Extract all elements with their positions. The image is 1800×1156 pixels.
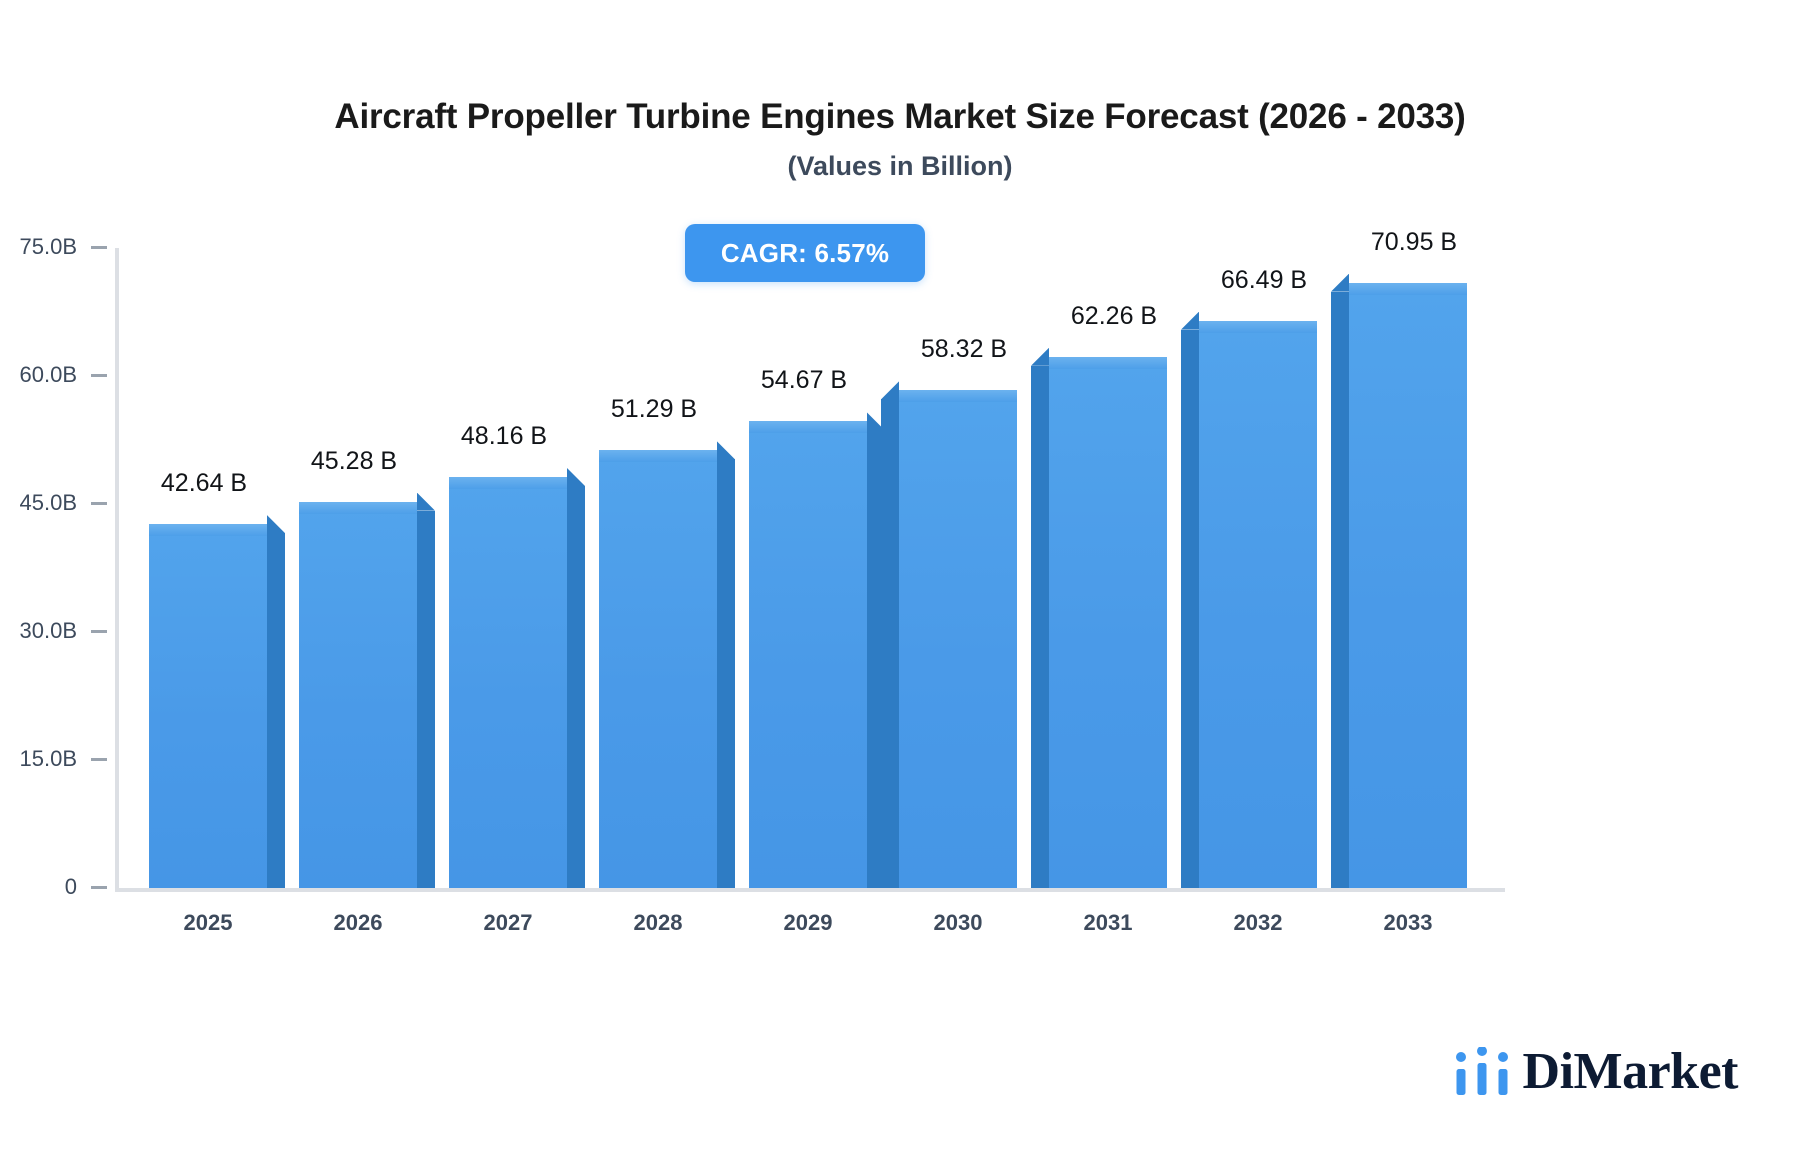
bar xyxy=(599,441,735,888)
bar xyxy=(299,492,435,888)
bar-value-label: 66.49 B xyxy=(1220,265,1308,294)
bar-side-face xyxy=(867,430,885,888)
y-axis-tick-mark xyxy=(91,374,107,377)
y-axis-tick-mark xyxy=(91,886,107,889)
y-axis-tick-mark xyxy=(91,246,107,249)
bar-value-label: 54.67 B xyxy=(760,366,848,395)
x-axis-label: 2030 xyxy=(933,910,983,935)
y-axis-line xyxy=(115,248,119,888)
plot-area: 0 15.0B 30.0B 45.0B 60.0B 75.0B 42.64 B 45.28 … xyxy=(20,229,1505,897)
y-axis-tick: 0 xyxy=(0,875,107,897)
brand-logo: DiMarket xyxy=(1455,1043,1739,1100)
bar-top-highlight xyxy=(749,421,867,434)
bar-top-face xyxy=(567,468,585,487)
bar xyxy=(1031,347,1167,888)
bar-side-face xyxy=(567,486,585,888)
page-title: Aircraft Propeller Turbine Engines Marke… xyxy=(334,97,1466,136)
bar-front-face xyxy=(1199,320,1317,888)
bar-front-face xyxy=(899,390,1017,888)
y-axis-tick-mark xyxy=(91,758,107,761)
bar-side-face xyxy=(417,510,435,888)
x-axis-label: 2029 xyxy=(783,910,833,935)
bar-top-highlight xyxy=(1349,282,1467,295)
y-axis-tick-label: 75.0B xyxy=(19,233,78,259)
bar-front-face xyxy=(149,524,267,888)
bar-side-face xyxy=(1031,365,1049,888)
bar-top-highlight xyxy=(449,477,567,490)
bar-top-face xyxy=(417,492,435,511)
bar-value-label: 58.32 B xyxy=(920,335,1008,364)
y-axis-tick-label: 60.0B xyxy=(19,361,78,387)
bar-side-face xyxy=(1181,329,1199,888)
bar-front-face xyxy=(1349,282,1467,888)
x-axis-label: 2033 xyxy=(1383,910,1433,935)
x-axis-label: 2032 xyxy=(1233,910,1283,935)
y-axis-tick-label: 0 xyxy=(64,873,77,899)
bar xyxy=(749,412,885,888)
x-axis-label: 2028 xyxy=(633,910,683,935)
bar-top-highlight xyxy=(299,501,417,514)
bar-side-face xyxy=(267,533,285,888)
bar-top-highlight xyxy=(899,390,1017,403)
bar-value-label: 48.16 B xyxy=(460,422,548,451)
bar-value-label: 42.64 B xyxy=(160,469,248,498)
bar-top-face xyxy=(717,441,735,460)
bar-value-label: 45.28 B xyxy=(310,446,398,475)
bar-front-face xyxy=(599,450,717,888)
bar xyxy=(149,515,285,888)
chart-subtitle: (Values in Billion) xyxy=(787,151,1013,181)
bar-side-face xyxy=(717,459,735,888)
x-axis-label: 2025 xyxy=(183,910,233,935)
bar-chart-icon xyxy=(1455,1047,1508,1095)
bar-top-face xyxy=(267,515,285,534)
y-axis-tick-mark xyxy=(91,502,107,505)
x-axis-label: 2027 xyxy=(483,910,533,935)
bar-value-label: 70.95 B xyxy=(1370,227,1458,256)
y-axis-tick: 30.0B xyxy=(0,619,107,641)
y-axis-tick: 45.0B xyxy=(0,491,107,513)
bar-front-face xyxy=(299,501,417,888)
y-axis-tick: 75.0B xyxy=(0,235,107,257)
x-axis-line xyxy=(115,888,1505,892)
x-axis-label: 2026 xyxy=(333,910,383,935)
y-axis-tick-mark xyxy=(91,630,107,633)
bar xyxy=(881,381,1017,888)
y-axis-tick: 60.0B xyxy=(0,363,107,385)
bar-side-face xyxy=(1331,291,1349,888)
bar-front-face xyxy=(449,477,567,888)
brand-name: DiMarket xyxy=(1522,1043,1739,1100)
bar-value-label: 51.29 B xyxy=(610,395,698,424)
bar xyxy=(1181,311,1317,888)
y-axis-tick-label: 45.0B xyxy=(19,489,78,515)
bar-side-face xyxy=(881,399,899,888)
y-axis-tick-label: 30.0B xyxy=(19,617,78,643)
bar-front-face xyxy=(1049,356,1167,888)
bar-top-highlight xyxy=(1199,320,1317,333)
title-block: Aircraft Propeller Turbine Engines Marke… xyxy=(0,96,1800,182)
y-axis-tick: 15.0B xyxy=(0,747,107,769)
cagr-badge-label: CAGR: 6.57% xyxy=(720,237,890,268)
bar xyxy=(1331,273,1467,888)
bar xyxy=(449,468,585,888)
cagr-badge: CAGR: 6.57% xyxy=(685,224,925,282)
y-axis-tick-label: 15.0B xyxy=(19,745,78,771)
bar-top-highlight xyxy=(1049,356,1167,369)
bar-value-label: 62.26 B xyxy=(1070,301,1158,330)
x-axis-label: 2031 xyxy=(1083,910,1133,935)
bar-front-face xyxy=(749,421,867,888)
bar-top-highlight xyxy=(599,450,717,463)
bar-top-highlight xyxy=(149,524,267,537)
